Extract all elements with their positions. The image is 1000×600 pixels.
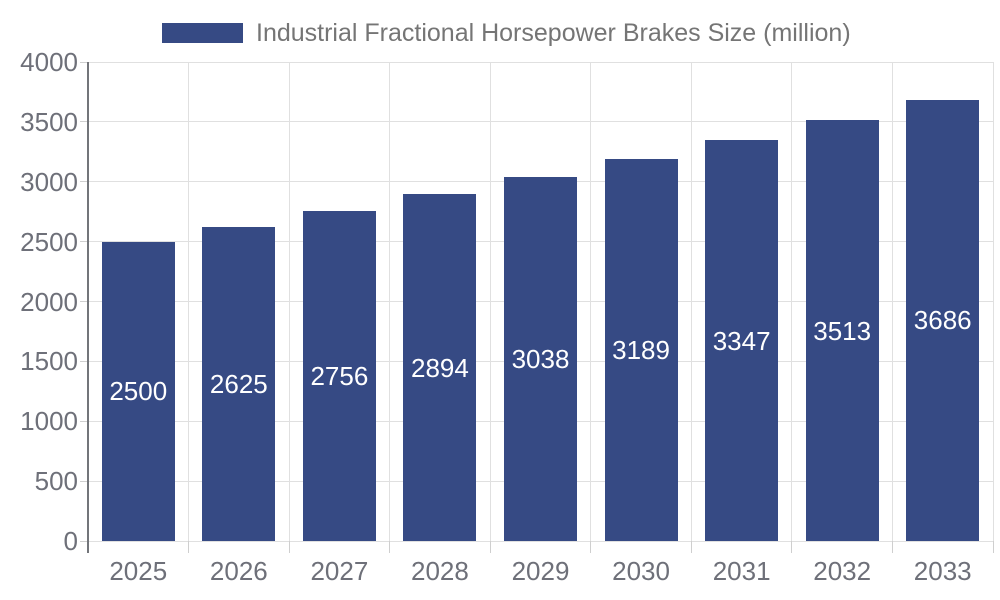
- gridline-vertical: [389, 62, 391, 541]
- y-axis-tick: [80, 181, 88, 183]
- legend-swatch: [162, 23, 243, 43]
- y-tick-label: 0: [63, 526, 78, 556]
- x-tick-label: 2029: [511, 556, 570, 586]
- y-tick-label: 500: [34, 466, 78, 497]
- x-axis-tick: [389, 541, 391, 553]
- x-tick-label: 2030: [612, 556, 670, 586]
- y-tick-label: 1500: [20, 346, 78, 377]
- bar[interactable]: [705, 140, 779, 541]
- y-axis-tick: [80, 61, 88, 63]
- y-axis-tick: [80, 301, 88, 302]
- x-tick-label: 2032: [813, 556, 872, 586]
- bar[interactable]: [906, 99, 980, 541]
- gridline-horizontal: [88, 61, 993, 63]
- gridline-vertical: [891, 62, 893, 541]
- gridline-vertical: [288, 62, 290, 541]
- bar[interactable]: [805, 120, 879, 541]
- y-axis-line: [87, 62, 89, 553]
- gridline-horizontal: [88, 540, 993, 542]
- y-axis-tick: [80, 360, 88, 362]
- bar[interactable]: [604, 159, 678, 541]
- y-axis-tick: [80, 241, 88, 243]
- x-axis-tick: [288, 541, 290, 553]
- y-tick-label: 4000: [20, 47, 78, 77]
- bar-value-label: 2894: [411, 352, 469, 383]
- x-axis-tick: [992, 541, 994, 553]
- y-tick-label: 2500: [20, 226, 78, 257]
- x-tick-label: 2027: [310, 556, 369, 586]
- bar[interactable]: [302, 210, 376, 541]
- bar[interactable]: [403, 194, 477, 541]
- y-tick-label: 2000: [20, 286, 78, 317]
- y-axis-tick: [80, 540, 88, 542]
- legend-label: Industrial Fractional Horsepower Brakes …: [256, 18, 851, 47]
- x-tick-label: 2028: [411, 556, 469, 586]
- y-tick-label: 1000: [20, 406, 78, 437]
- bar-value-label: 3347: [712, 325, 771, 356]
- bar-value-label: 3189: [612, 335, 670, 366]
- bar[interactable]: [504, 177, 577, 541]
- x-axis-tick: [188, 541, 190, 553]
- x-axis-tick: [590, 541, 592, 553]
- x-axis-tick: [891, 541, 893, 553]
- x-tick-label: 2025: [109, 556, 168, 586]
- x-tick-label: 2031: [712, 556, 771, 586]
- bar-value-label: 3513: [813, 315, 872, 346]
- bar-value-label: 2625: [209, 368, 268, 399]
- gridline-vertical: [188, 62, 190, 541]
- x-axis-tick: [791, 541, 793, 553]
- bar-value-label: 3038: [511, 344, 570, 375]
- gridline-vertical: [590, 62, 592, 541]
- bar[interactable]: [101, 241, 175, 541]
- bar[interactable]: [202, 226, 276, 541]
- gridline-vertical: [791, 62, 793, 541]
- gridline-vertical: [992, 62, 994, 541]
- x-tick-label: 2033: [913, 556, 972, 586]
- legend-item[interactable]: Industrial Fractional Horsepower Brakes …: [162, 18, 851, 47]
- x-axis-tick: [690, 541, 692, 553]
- bar-value-label: 2500: [109, 376, 168, 407]
- x-tick-label: 2026: [209, 556, 268, 586]
- y-axis-tick: [80, 480, 88, 482]
- y-axis-tick: [80, 121, 88, 123]
- bar-value-label: 2756: [310, 360, 369, 391]
- y-tick-label: 3500: [20, 106, 78, 137]
- gridline-vertical: [690, 62, 692, 541]
- x-axis-tick: [489, 541, 491, 553]
- gridline-horizontal: [88, 121, 993, 123]
- bar-value-label: 3686: [913, 305, 972, 336]
- y-tick-label: 3000: [20, 166, 78, 197]
- y-axis-tick: [80, 420, 88, 422]
- gridline-vertical: [489, 62, 491, 541]
